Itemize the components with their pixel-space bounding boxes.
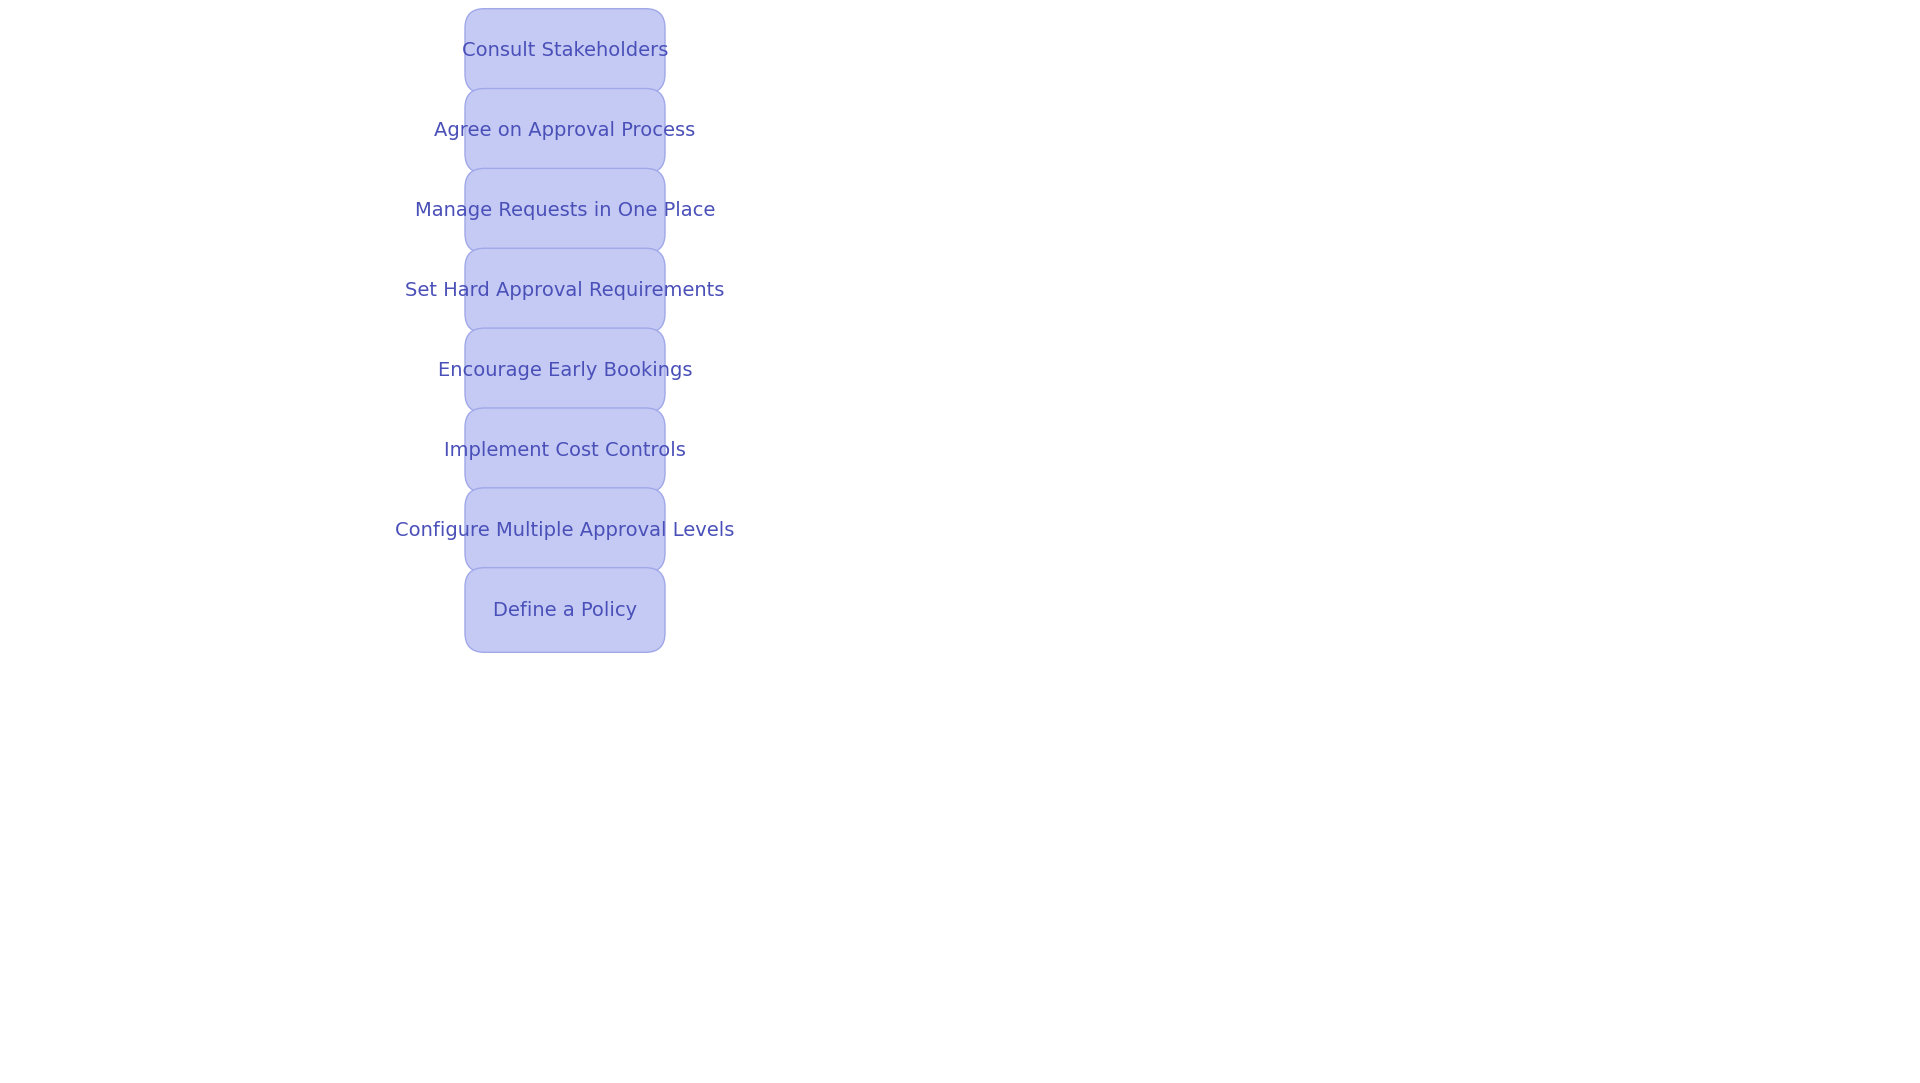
FancyBboxPatch shape xyxy=(465,487,664,573)
Text: Encourage Early Bookings: Encourage Early Bookings xyxy=(438,361,693,380)
Text: Consult Stakeholders: Consult Stakeholders xyxy=(463,41,668,61)
Text: Agree on Approval Process: Agree on Approval Process xyxy=(434,121,695,141)
FancyBboxPatch shape xyxy=(465,168,664,253)
Text: Implement Cost Controls: Implement Cost Controls xyxy=(444,441,685,460)
Text: Manage Requests in One Place: Manage Requests in One Place xyxy=(415,201,714,220)
FancyBboxPatch shape xyxy=(465,248,664,332)
FancyBboxPatch shape xyxy=(465,89,664,173)
Text: Set Hard Approval Requirements: Set Hard Approval Requirements xyxy=(405,282,724,300)
FancyBboxPatch shape xyxy=(465,408,664,493)
FancyBboxPatch shape xyxy=(465,9,664,93)
FancyBboxPatch shape xyxy=(465,328,664,413)
Text: Define a Policy: Define a Policy xyxy=(493,600,637,619)
FancyBboxPatch shape xyxy=(465,567,664,652)
Text: Configure Multiple Approval Levels: Configure Multiple Approval Levels xyxy=(396,521,735,539)
